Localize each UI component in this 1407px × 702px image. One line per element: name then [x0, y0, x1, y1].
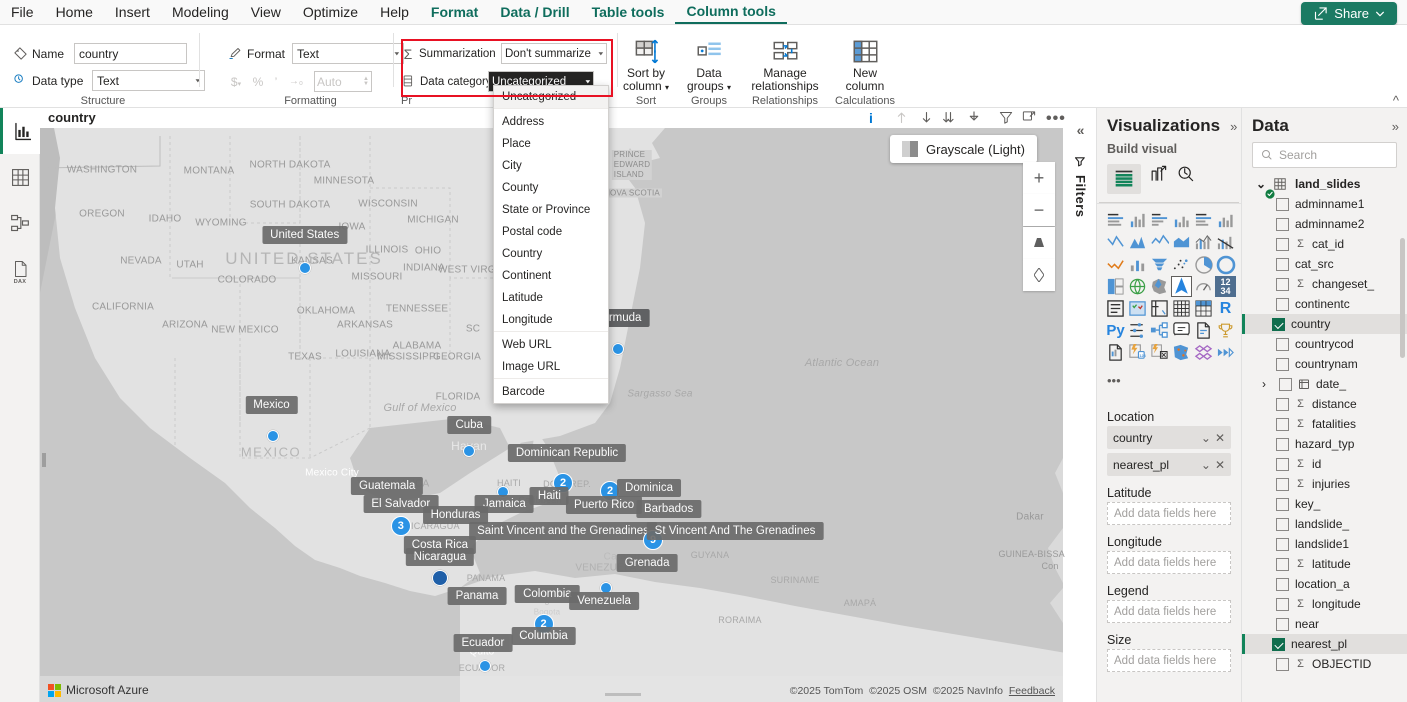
svg-text:123: 123 — [1139, 354, 1145, 358]
